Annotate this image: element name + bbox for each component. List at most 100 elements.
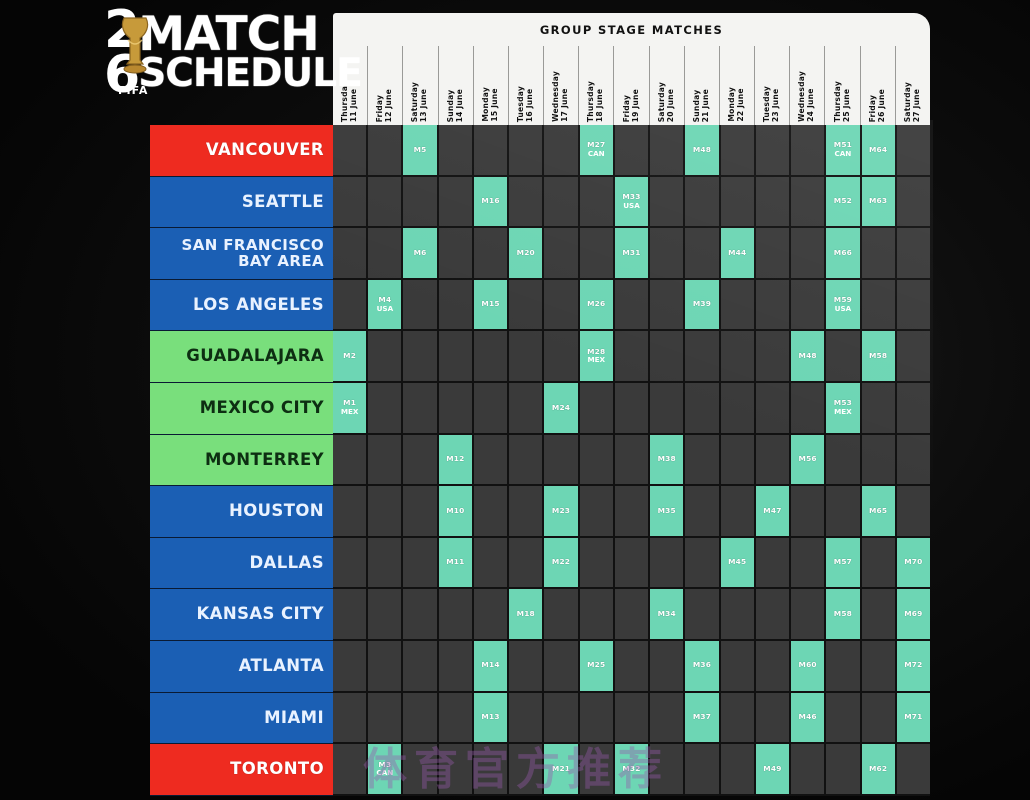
match-cell[interactable]: M22 [544,537,580,590]
match-cell[interactable]: M71 [896,692,930,745]
match-cell[interactable]: M25 [579,640,615,693]
host-city-seattle[interactable]: SEATTLE [150,176,333,229]
match-number: M24 [551,402,571,412]
match-cell[interactable]: M3 CAN [368,744,404,796]
match-cell[interactable]: M31 [614,228,651,280]
match-cell[interactable]: M14 [473,640,510,693]
host-city-line: LOS ANGELES [192,294,324,314]
empty-cell [826,640,862,693]
empty-cell [544,125,580,177]
host-city-mexico-city[interactable]: MEXICO CITY [150,382,333,435]
match-cell[interactable]: M62 [861,744,897,796]
empty-cell [861,228,897,280]
match-cell[interactable]: M38 [650,434,686,487]
match-cell[interactable]: M58 [826,589,862,641]
date-label: Thursday 25 June [833,81,852,122]
host-city-miami[interactable]: MIAMI [150,692,333,745]
empty-cell [826,486,862,538]
match-cell[interactable]: M51 CAN [826,125,862,177]
match-cell[interactable]: M66 [826,228,862,280]
host-city-atlanta[interactable]: ATLANTA [150,640,333,693]
host-city-los-angeles[interactable]: LOS ANGELES [150,279,333,332]
match-cell[interactable]: M46 [791,692,827,745]
host-city-houston[interactable]: HOUSTON [150,486,333,538]
match-cell[interactable]: M45 [720,537,756,590]
match-cell[interactable]: M11 [438,537,474,590]
date-day: 15 June [489,88,499,122]
match-cell[interactable]: M56 [791,434,827,487]
match-cell[interactable]: M32 [614,744,651,796]
empty-cell [509,486,545,538]
match-cell[interactable]: M69 [896,589,930,641]
empty-cell [368,228,404,280]
date-label: Friday 12 June [375,89,394,122]
match-number: M48 [798,350,817,360]
match-cell[interactable]: M37 [685,692,721,745]
match-cell[interactable]: M60 [791,640,827,693]
match-cell[interactable]: M48 [791,331,827,383]
match-cell[interactable]: M1 MEX [333,382,369,435]
match-number: M60 [798,660,817,670]
match-number: M21 [551,763,571,773]
match-cell[interactable]: M52 [826,176,862,229]
match-number: M5 [413,144,427,154]
empty-cell [509,279,545,332]
match-cell[interactable]: M36 [685,640,721,693]
empty-cell [368,125,404,177]
host-city-vancouver[interactable]: VANCOUVER [150,125,333,177]
match-cell[interactable]: M28 MEX [579,331,615,383]
match-cell[interactable]: M6 [403,228,439,280]
match-cell[interactable]: M35 [650,486,686,538]
date-header-cell: Monday 22 June [719,46,756,125]
match-cell[interactable]: M48 [685,125,721,177]
match-cell[interactable]: M53 MEX [826,382,862,435]
empty-cell [755,537,792,590]
host-city-san-francisco-bay-area[interactable]: SAN FRANCISCO BAY AREA [150,228,333,280]
match-cell[interactable]: M21 [544,744,580,796]
host-city-monterrey[interactable]: MONTERREY [150,434,333,487]
match-cell[interactable]: M12 [438,434,474,487]
host-city-kansas-city[interactable]: KANSAS CITY [150,589,333,641]
match-cell[interactable]: M34 [650,589,686,641]
match-cell[interactable]: M15 [473,279,510,332]
match-cell[interactable]: M57 [826,537,862,590]
match-cell[interactable]: M10 [438,486,474,538]
schedule-row: SEATTLE M16 M33 USA M52 M63 [150,176,930,229]
host-city-dallas[interactable]: DALLAS [150,537,333,590]
empty-cell [473,125,510,177]
match-cell[interactable]: M26 [579,279,615,332]
match-cell[interactable]: M27 CAN [579,125,615,177]
match-number: M48 [692,144,712,154]
host-city-guadalajara[interactable]: GUADALAJARA [150,331,333,383]
empty-cell [438,744,474,796]
match-number: M28 [587,346,606,356]
match-cell[interactable]: M63 [861,176,897,229]
match-cell[interactable]: M72 [896,640,930,693]
match-cell[interactable]: M58 [861,331,897,383]
empty-cell [509,692,545,745]
match-cell[interactable]: M65 [861,486,897,538]
date-day: 19 June [630,88,640,122]
match-cell[interactable]: M5 [403,125,439,177]
match-cell[interactable]: M59 USA [826,279,862,332]
match-cell[interactable]: M20 [509,228,545,280]
match-cell[interactable]: M18 [509,589,545,641]
match-cell[interactable]: M4 USA [368,279,404,332]
match-cell[interactable]: M39 [685,279,721,332]
match-cell[interactable]: M2 [333,331,369,383]
empty-cell [896,228,930,280]
match-cell[interactable]: M70 [896,537,930,590]
match-cell[interactable]: M33 USA [614,176,651,229]
match-cell[interactable]: M24 [544,382,580,435]
match-cell[interactable]: M23 [544,486,580,538]
match-cell[interactable]: M49 [755,744,792,796]
empty-cell [438,382,474,435]
match-cell[interactable]: M16 [473,176,510,229]
match-cell[interactable]: M64 [861,125,897,177]
host-city-toronto[interactable]: TORONTO [150,744,333,796]
match-cell[interactable]: M13 [473,692,510,745]
match-cell[interactable]: M44 [720,228,756,280]
match-cell[interactable]: M47 [755,486,792,538]
empty-cell [685,228,721,280]
